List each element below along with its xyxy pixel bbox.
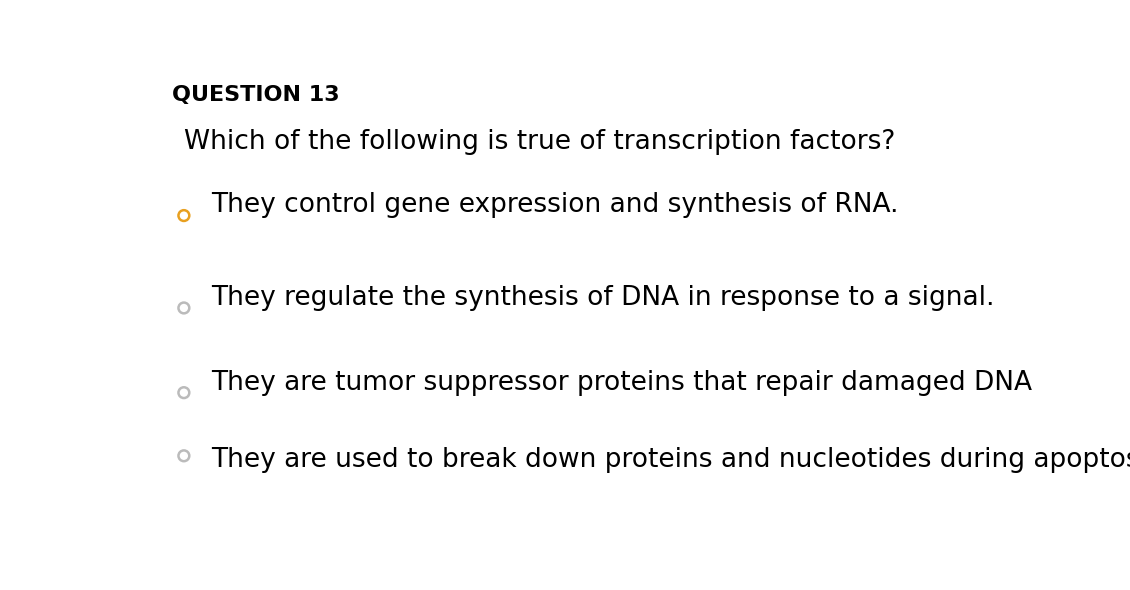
Text: QUESTION 13: QUESTION 13 bbox=[172, 84, 340, 104]
Text: They are used to break down proteins and nucleotides during apoptosis: They are used to break down proteins and… bbox=[211, 447, 1130, 473]
Text: They control gene expression and synthesis of RNA.: They control gene expression and synthes… bbox=[211, 192, 898, 218]
Text: They regulate the synthesis of DNA in response to a signal.: They regulate the synthesis of DNA in re… bbox=[211, 285, 994, 311]
Text: Which of the following is true of transcription factors?: Which of the following is true of transc… bbox=[184, 129, 895, 155]
Text: They are tumor suppressor proteins that repair damaged DNA: They are tumor suppressor proteins that … bbox=[211, 369, 1032, 395]
